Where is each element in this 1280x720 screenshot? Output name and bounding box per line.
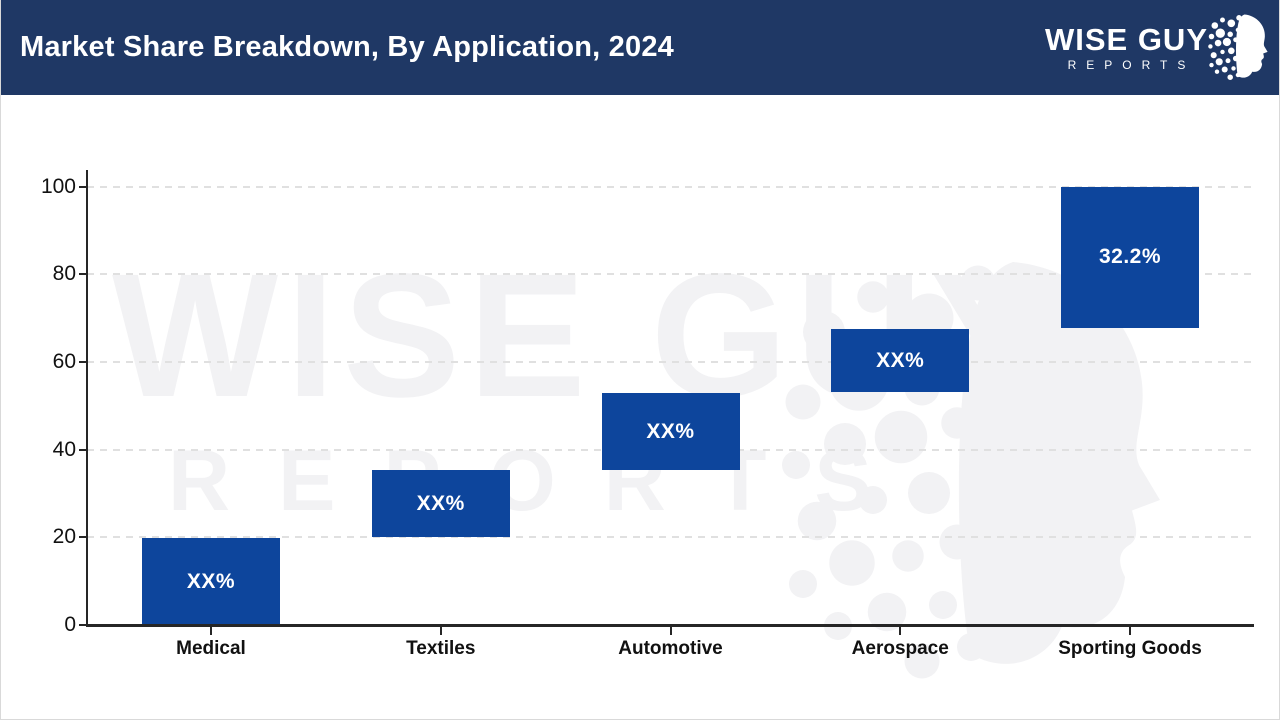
y-tick-40 (79, 448, 87, 451)
y-tick-label-60: 60 (52, 349, 76, 373)
x-tick-2 (669, 627, 672, 635)
y-tick-0 (79, 624, 87, 626)
gridline-60 (87, 360, 1253, 363)
bar-textiles: XX% (371, 470, 510, 537)
gridline-80 (87, 273, 1253, 276)
wise-guy-logo: WISE GUY REPORTS (1045, 0, 1272, 95)
x-category-label-2: Automotive (618, 638, 723, 659)
x-category-label-1: Textiles (406, 638, 476, 659)
page-title: Market Share Breakdown, By Application, … (20, 31, 674, 63)
bar-value-label: XX% (876, 348, 925, 372)
bar-value-label: 32.2% (1098, 245, 1162, 269)
logo-wiseguy-label: WISE GUY (1044, 22, 1208, 57)
header-bar: Market Share Breakdown, By Application, … (0, 0, 1280, 95)
y-tick-label-80: 80 (52, 262, 76, 286)
x-tick-1 (439, 627, 442, 635)
x-category-label-3: Aerospace (851, 638, 949, 659)
logo-face-icon (1206, 9, 1272, 86)
y-axis-line (86, 170, 88, 627)
bar-automotive: XX% (601, 393, 740, 470)
y-tick-label-20: 20 (52, 525, 76, 549)
bar-medical: XX% (142, 538, 280, 625)
bar-value-label: XX% (186, 569, 236, 593)
x-category-label-4: Sporting Goods (1058, 638, 1202, 659)
gridline-20 (87, 536, 1253, 539)
y-tick-label-40: 40 (52, 437, 76, 461)
bar-sporting-goods: 32.2% (1061, 186, 1199, 328)
x-tick-3 (899, 627, 902, 635)
bar-value-label: XX% (646, 419, 695, 443)
logo-text: WISE GUY REPORTS (1045, 24, 1208, 71)
y-tick-100 (79, 185, 87, 188)
y-tick-60 (79, 360, 87, 363)
x-axis-line (86, 624, 1254, 627)
bar-value-label: XX% (416, 491, 465, 515)
logo-reports-label: REPORTS (1067, 58, 1196, 72)
x-category-label-0: Medical (176, 638, 246, 659)
x-tick-0 (210, 627, 212, 635)
watermark-text-reports: REPORTS (168, 433, 920, 529)
x-tick-4 (1129, 627, 1131, 635)
y-tick-80 (79, 273, 87, 276)
y-tick-20 (79, 536, 87, 539)
bar-aerospace: XX% (831, 329, 970, 393)
gridline-100 (87, 185, 1253, 188)
y-tick-label-0: 0 (64, 613, 76, 636)
y-tick-label-100: 100 (40, 174, 76, 198)
